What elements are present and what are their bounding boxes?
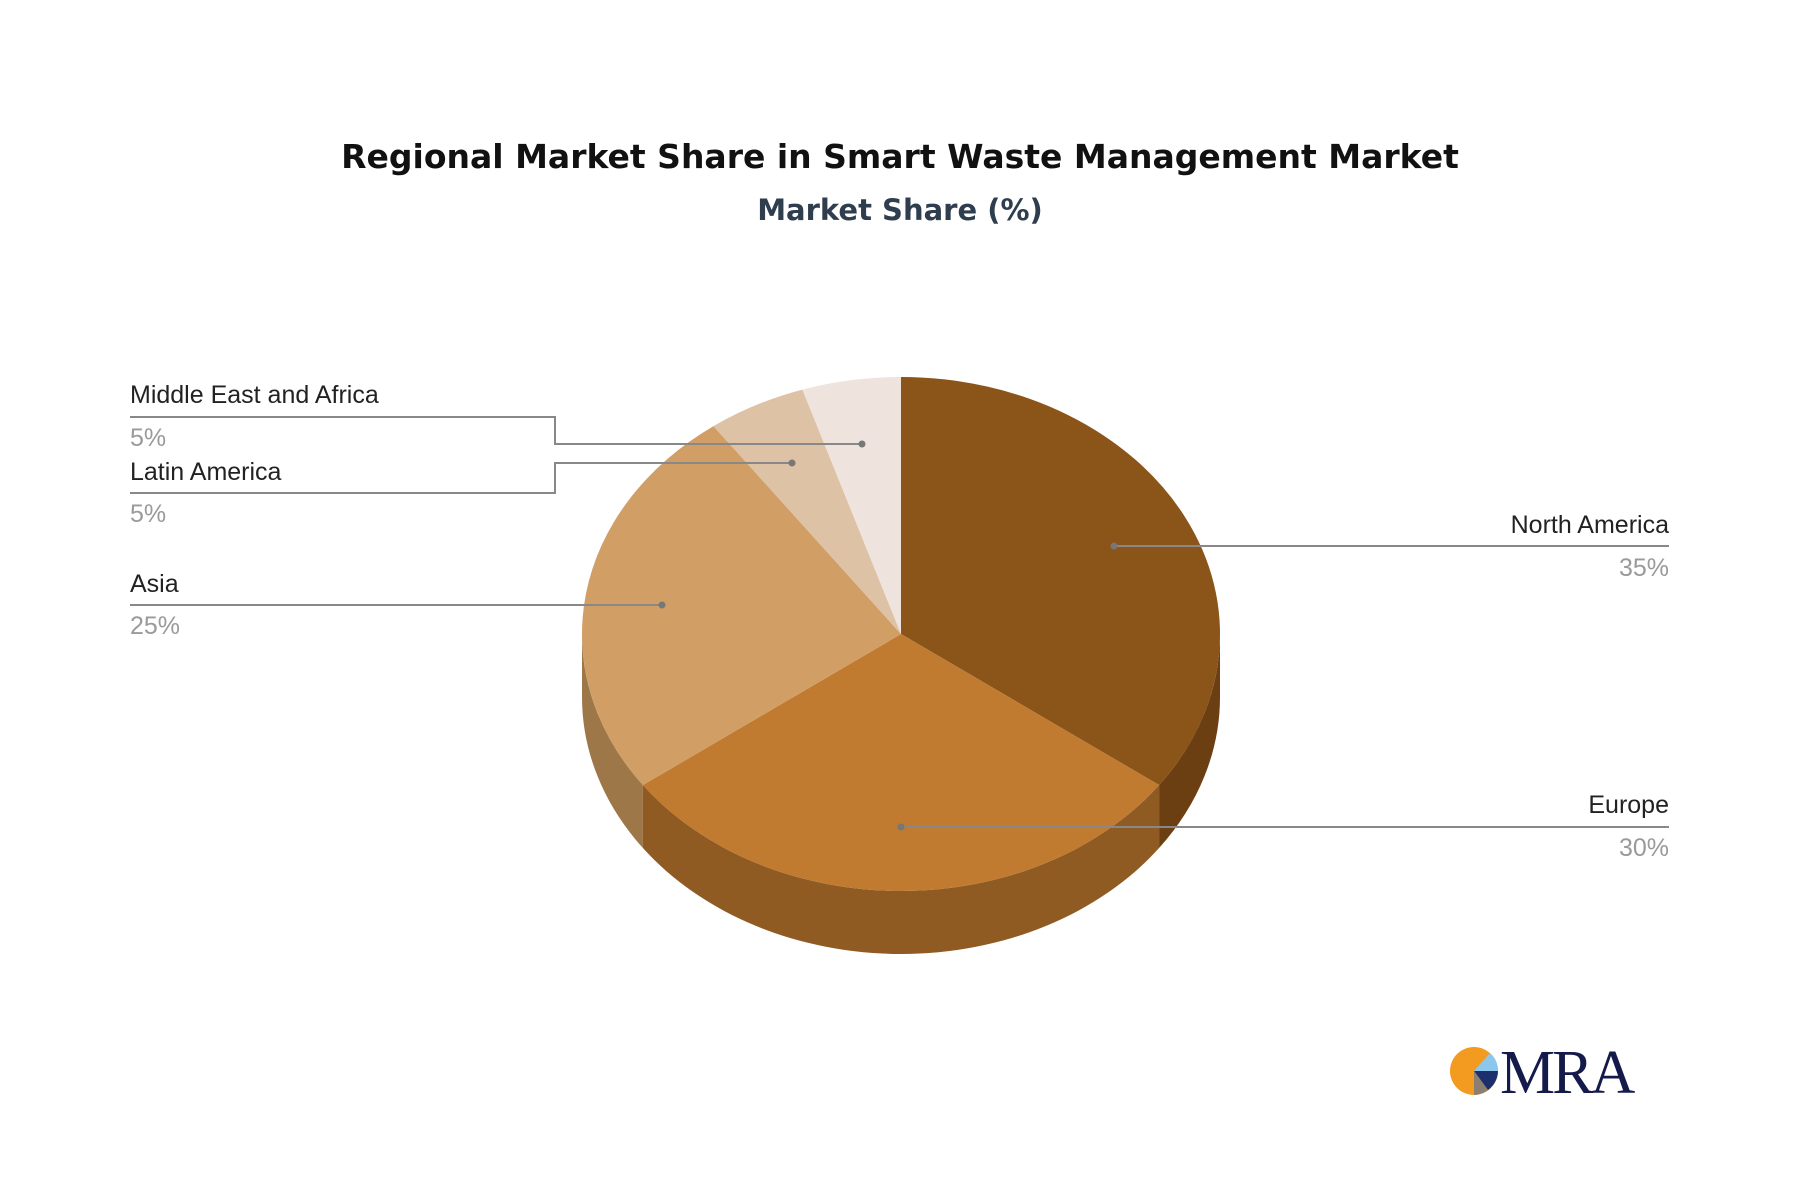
leader-line-mea xyxy=(130,416,862,445)
label-mea: Middle East and Africa xyxy=(130,381,379,409)
chart-subtitle: Market Share (%) xyxy=(757,193,1043,227)
label-north-america: North America xyxy=(1511,511,1669,539)
slice-side-north-america xyxy=(1159,634,1220,849)
svg-text:MRA: MRA xyxy=(1500,1039,1635,1107)
label-latin-america: Latin America xyxy=(130,458,282,486)
leader-dot-north-america xyxy=(1110,542,1118,550)
value-north-america: 35% xyxy=(1619,554,1669,582)
slice-latin-america xyxy=(713,389,901,634)
chart-title: Regional Market Share in Smart Waste Man… xyxy=(341,137,1459,176)
pie-slices xyxy=(582,377,1220,891)
leader-dot-latin-america xyxy=(788,459,796,467)
slice-north-america xyxy=(901,377,1220,786)
slice-side-asia xyxy=(582,634,643,849)
leader-lines xyxy=(130,416,1669,831)
leader-dot-europe xyxy=(897,823,905,831)
value-europe: 30% xyxy=(1619,834,1669,862)
leader-dot-asia xyxy=(658,601,666,609)
leader-line-latin-america xyxy=(130,462,792,494)
value-mea: 5% xyxy=(130,424,166,452)
pie-sides xyxy=(582,634,1220,954)
slice-side-europe xyxy=(642,785,1160,954)
leader-dot-mea xyxy=(858,440,866,448)
label-europe: Europe xyxy=(1588,791,1669,819)
mra-logo: MRA xyxy=(1450,1039,1638,1107)
value-latin-america: 5% xyxy=(130,500,166,528)
slice-middle-east-and-africa xyxy=(802,377,901,634)
slice-asia xyxy=(582,426,901,786)
label-asia: Asia xyxy=(130,570,179,598)
value-asia: 25% xyxy=(130,612,180,640)
